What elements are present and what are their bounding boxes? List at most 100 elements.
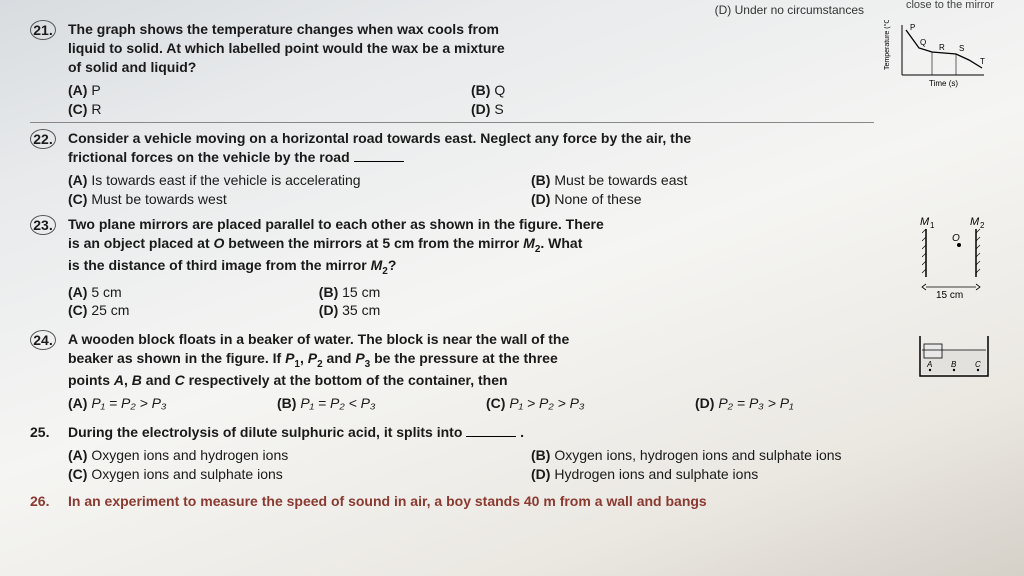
svg-text:C: C [975, 360, 981, 369]
q25-text: During the electrolysis of dilute sulphu… [68, 423, 994, 442]
q23-line2b: between the mirrors at 5 cm from the mir… [224, 235, 523, 251]
q24-line3c: respectively at the bottom of the contai… [185, 372, 508, 388]
svg-text:M: M [920, 216, 930, 228]
q23-line1: Two plane mirrors are placed parallel to… [68, 216, 604, 232]
q22-a-val: Is towards east if the vehicle is accele… [91, 172, 360, 188]
q21-c-val: R [91, 101, 101, 117]
q23-opt-a: (A) 5 cm [68, 283, 319, 302]
svg-text:Time (s): Time (s) [929, 79, 958, 88]
q24-line1: A wooden block floats in a beaker of wat… [68, 331, 569, 347]
q23-b-val: 15 cm [342, 284, 380, 300]
q24-a-val: P₁ = P₂ > P₃ [91, 395, 166, 411]
q21-number: 21. [30, 20, 56, 40]
q24-line2b: be the pressure at the three [370, 350, 558, 366]
question-25: 25. During the electrolysis of dilute su… [30, 423, 994, 484]
question-21: 21. The graph shows the temperature chan… [30, 20, 994, 123]
q23-figure: M1 M2 O 15 cm [914, 215, 994, 295]
q25-opt-a: (A) Oxygen ions and hydrogen ions [68, 446, 531, 465]
q25-number: 25. [30, 423, 49, 442]
svg-text:T: T [980, 57, 985, 66]
prev-option-d: (D) Under no circumstances [715, 2, 864, 18]
q23-opt-d: (D) 35 cm [319, 301, 570, 320]
svg-text:1: 1 [930, 221, 935, 230]
q24-options: (A) P₁ = P₂ > P₃ (B) P₁ = P₂ < P₃ (C) P₁… [68, 394, 904, 413]
q25-opt-b: (B) Oxygen ions, hydrogen ions and sulph… [531, 446, 994, 465]
q22-opt-c: (C) Must be towards west [68, 190, 531, 209]
q25-opt-d: (D) Hydrogen ions and sulphate ions [531, 465, 994, 484]
q22-options: (A) Is towards east if the vehicle is ac… [68, 171, 994, 209]
svg-text:P: P [910, 23, 915, 32]
divider [30, 122, 874, 123]
q21-text: The graph shows the temperature changes … [68, 20, 874, 77]
q22-b-val: Must be towards east [554, 172, 687, 188]
svg-text:O: O [952, 233, 960, 244]
svg-text:B: B [951, 360, 957, 369]
q25-blank [466, 423, 516, 437]
q25-opt-c: (C) Oxygen ions and sulphate ions [68, 465, 531, 484]
q21-opt-b: (B) Q [471, 81, 874, 100]
q25-d-val: Hydrogen ions and sulphate ions [554, 466, 758, 482]
partial-top-text: close to the mirror [906, 0, 994, 13]
q22-text: Consider a vehicle moving on a horizonta… [68, 129, 994, 167]
q25-a-val: Oxygen ions and hydrogen ions [91, 447, 288, 463]
svg-text:Temperature (°C): Temperature (°C) [884, 20, 891, 70]
q24-b-val: P₁ = P₂ < P₃ [300, 395, 375, 411]
q24-c-val: P₁ > P₂ > P₃ [509, 395, 584, 411]
q25-c-val: Oxygen ions and sulphate ions [91, 466, 282, 482]
q21-b-val: Q [494, 82, 505, 98]
q26-number: 26. [30, 492, 49, 511]
q24-d-val: P₂ = P₃ > P₁ [718, 395, 793, 411]
q21-line3: of solid and liquid? [68, 59, 196, 75]
svg-text:R: R [939, 43, 945, 52]
svg-text:S: S [959, 44, 964, 53]
q22-blank [354, 148, 404, 162]
q23-options: (A) 5 cm (B) 15 cm (C) 25 cm (D) 35 cm [68, 283, 570, 321]
q21-opt-c: (C) R [68, 100, 471, 119]
q21-options: (A) P (B) Q (C) R (D) S [68, 81, 874, 119]
q21-graph: P Q R S T Temperature (°C) Time (s) [884, 20, 994, 90]
q22-d-val: None of these [554, 191, 641, 207]
q22-line2: frictional forces on the vehicle by the … [68, 149, 354, 165]
q22-opt-d: (D) None of these [531, 190, 994, 209]
q23-d-val: 35 cm [342, 302, 380, 318]
q23-text: Two plane mirrors are placed parallel to… [68, 215, 904, 278]
q23-opt-c: (C) 25 cm [68, 301, 319, 320]
q25-b-val: Oxygen ions, hydrogen ions and sulphate … [554, 447, 841, 463]
q21-a-val: P [91, 82, 100, 98]
q24-opt-d: (D) P₂ = P₃ > P₁ [695, 394, 904, 413]
svg-text:Q: Q [920, 38, 926, 47]
q21-opt-a: (A) P [68, 81, 471, 100]
q21-line2: liquid to solid. At which labelled point… [68, 40, 505, 56]
q25-line: During the electrolysis of dilute sulphu… [68, 424, 466, 440]
q23-line2c: . What [540, 235, 582, 251]
svg-text:2: 2 [980, 221, 985, 230]
q23-opt-b: (B) 15 cm [319, 283, 570, 302]
q23-line2a: is an object placed at [68, 235, 214, 251]
q22-c-val: Must be towards west [91, 191, 226, 207]
q21-opt-d: (D) S [471, 100, 874, 119]
q24-number: 24. [30, 330, 56, 350]
q24-line3b: and [142, 372, 175, 388]
q24-line3a: points [68, 372, 114, 388]
q24-opt-c: (C) P₁ > P₂ > P₃ [486, 394, 695, 413]
q24-text: A wooden block floats in a beaker of wat… [68, 330, 904, 390]
svg-text:15 cm: 15 cm [936, 290, 963, 300]
q22-opt-a: (A) Is towards east if the vehicle is ac… [68, 171, 531, 190]
q23-a-val: 5 cm [91, 284, 121, 300]
q26-text: In an experiment to measure the speed of… [68, 492, 994, 511]
q24-figure: A B C [914, 330, 994, 380]
q24-line2a: beaker as shown in the figure. If [68, 350, 285, 366]
q22-number: 22. [30, 129, 56, 149]
q25-options: (A) Oxygen ions and hydrogen ions (B) Ox… [68, 446, 994, 484]
question-24: 24. A wooden block floats in a beaker of… [30, 330, 994, 413]
q22-line1: Consider a vehicle moving on a horizonta… [68, 130, 691, 146]
q21-line1: The graph shows the temperature changes … [68, 21, 499, 37]
question-22: 22. Consider a vehicle moving on a horiz… [30, 129, 994, 209]
question-26: 26. In an experiment to measure the spee… [30, 492, 994, 511]
q23-line3: is the distance of third image from the … [68, 257, 371, 273]
svg-text:M: M [970, 216, 980, 228]
svg-text:A: A [926, 360, 932, 369]
q22-opt-b: (B) Must be towards east [531, 171, 994, 190]
q23-number: 23. [30, 215, 56, 235]
q24-opt-a: (A) P₁ = P₂ > P₃ [68, 394, 277, 413]
